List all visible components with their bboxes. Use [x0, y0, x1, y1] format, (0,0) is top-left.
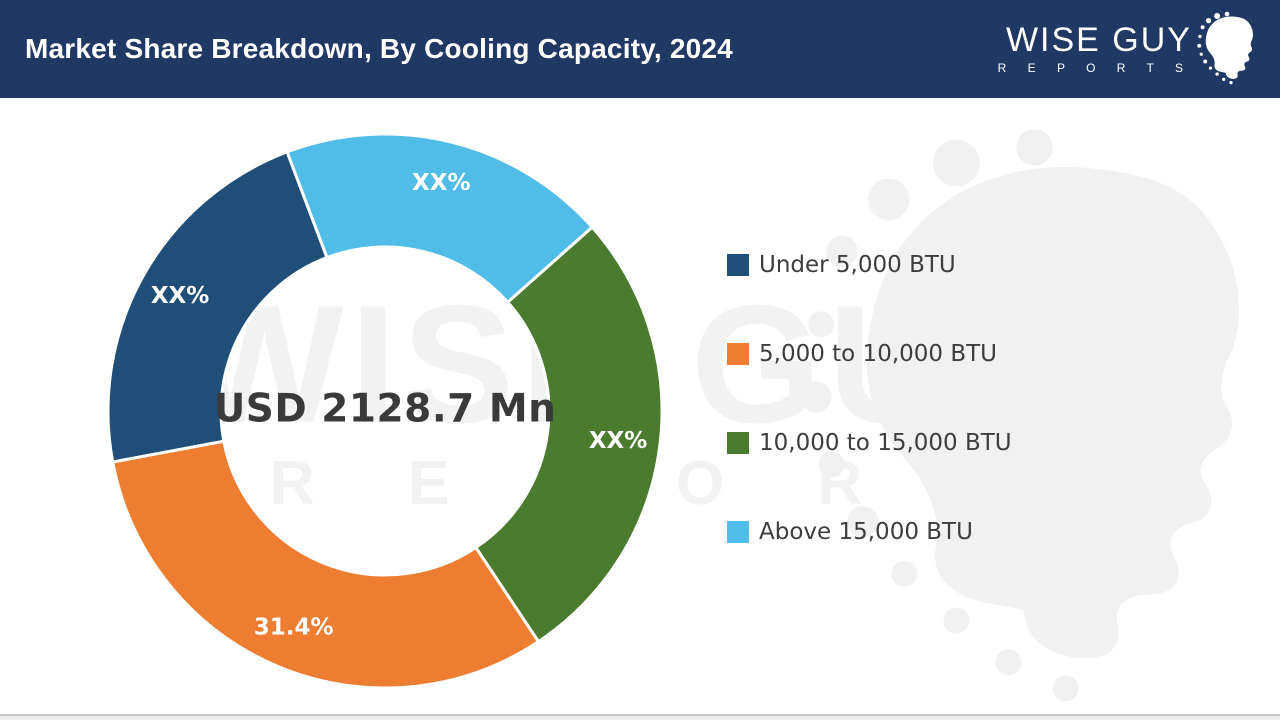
legend-swatch-2: [727, 343, 749, 365]
slice-10-000-to-15-000-btu: [474, 225, 664, 644]
legend-label-4: Above 15,000 BTU: [759, 519, 973, 545]
chart-center-value: USD 2128.7 Mn: [213, 386, 557, 432]
head-profile-icon: [1197, 11, 1253, 85]
legend-item-under-5-000-btu: Under 5,000 BTU: [727, 252, 1012, 278]
header-bar: Market Share Breakdown, By Cooling Capac…: [0, 0, 1280, 98]
slice-5-000-to-10-000-btu: [111, 439, 541, 690]
slice-label-1: XX%: [151, 283, 210, 309]
legend-label-1: Under 5,000 BTU: [759, 252, 956, 278]
page-title: Market Share Breakdown, By Cooling Capac…: [25, 33, 733, 64]
logo-wordmark: WISE GUY: [1005, 20, 1192, 59]
slice-above-15-000-btu: [285, 132, 594, 304]
logo-subtitle: R E P O R T S: [997, 60, 1192, 75]
legend-swatch-3: [727, 432, 749, 454]
legend-label-3: 10,000 to 15,000 BTU: [759, 430, 1012, 456]
legend-item-above-15-000-btu: Above 15,000 BTU: [727, 519, 1012, 545]
slice-label-2: 31.4%: [254, 615, 334, 641]
legend-swatch-1: [727, 254, 749, 276]
logo-text: WISE GUY R E P O R T S: [998, 23, 1192, 76]
slice-under-5-000-btu: [106, 150, 329, 464]
watermark-head-profile: [800, 129, 1240, 702]
slice-label-4: XX%: [412, 170, 471, 196]
footer-rule: [0, 714, 1280, 720]
chart-legend: Under 5,000 BTU 5,000 to 10,000 BTU 10,000…: [727, 252, 1012, 609]
legend-label-2: 5,000 to 10,000 BTU: [759, 341, 998, 367]
legend-item-5-000-to-10-000-btu: 5,000 to 10,000 BTU: [727, 341, 1012, 367]
legend-item-10-000-to-15-000-btu: 10,000 to 15,000 BTU: [727, 430, 1012, 456]
legend-swatch-4: [727, 521, 749, 543]
wise-guy-reports-logo: WISE GUY R E P O R T S: [998, 9, 1262, 89]
slice-label-3: XX%: [589, 428, 648, 454]
